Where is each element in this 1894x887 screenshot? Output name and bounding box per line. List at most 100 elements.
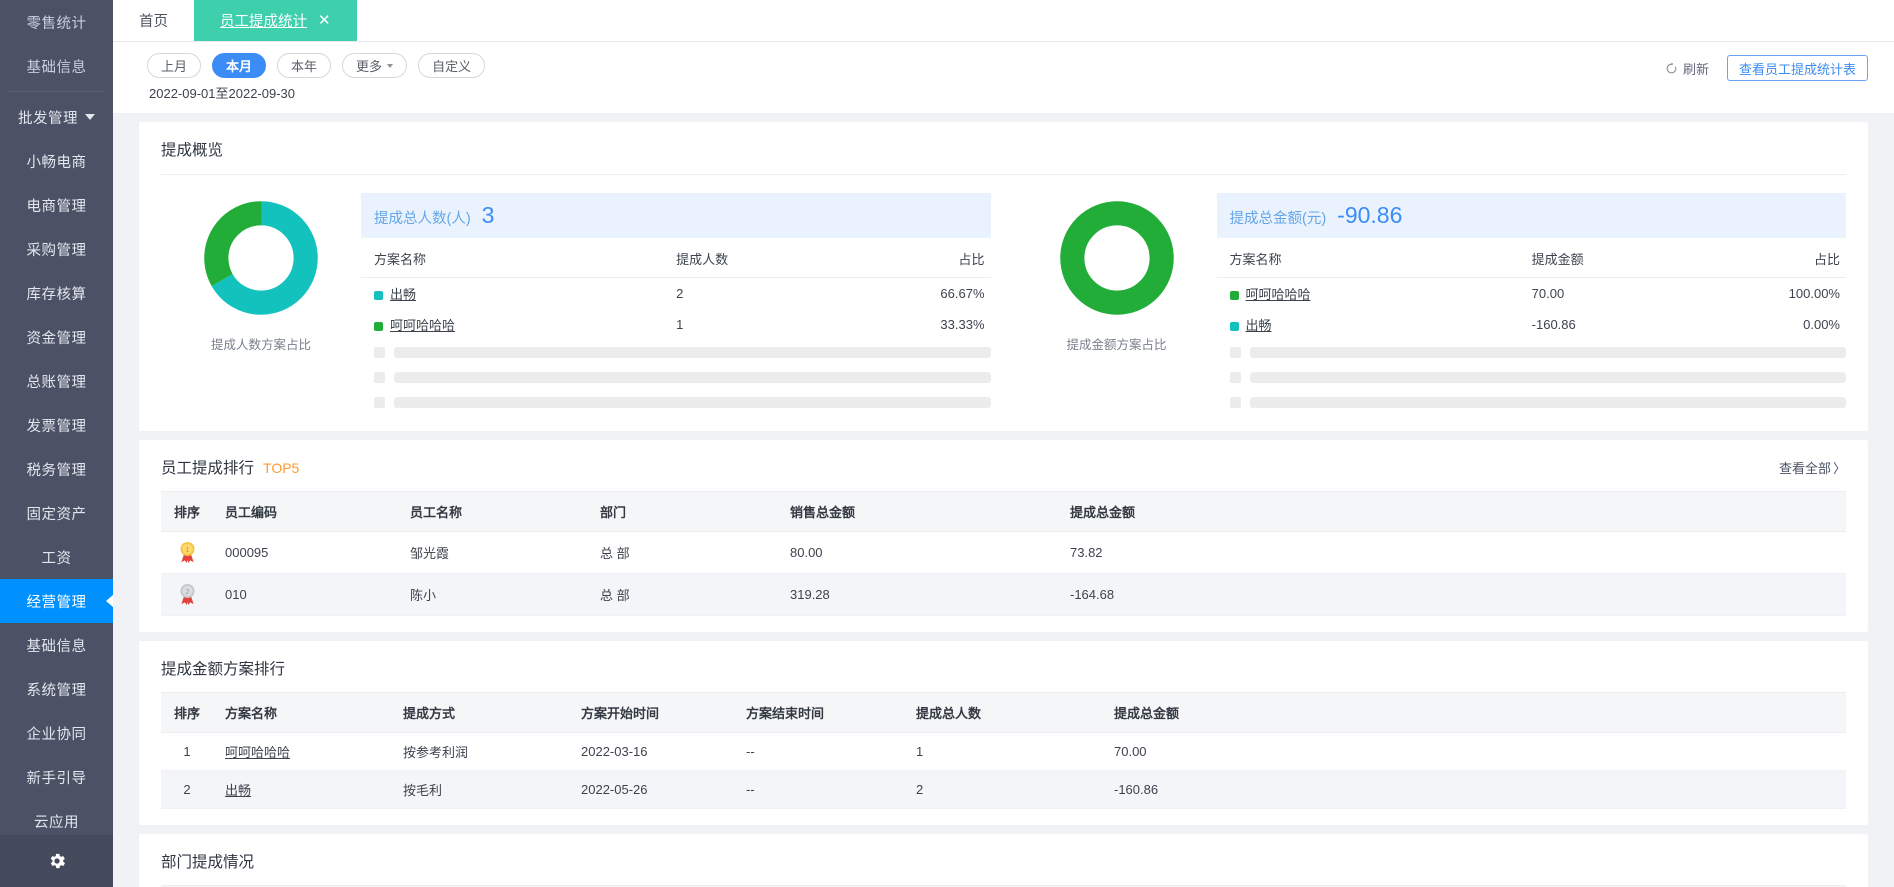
table-row: 1 000095 邹光霞 总 部 80.00 73.82 (161, 531, 1846, 574)
table-header-row: 序号 部门名称 提成方式 方案开始时间 方案结束时间 参与提成人数 提成总金额 (161, 885, 1846, 887)
table-row: 2 出畅 按毛利 2022-05-26 -- 2 -160.86 (161, 770, 1846, 809)
chip-this-month[interactable]: 本月 (212, 53, 267, 78)
cell-start-date: 2022-03-16 (569, 732, 734, 771)
sidebar-item-collaboration[interactable]: 企业协同 (0, 711, 113, 755)
table-header-row: 方案名称 提成金额 占比 (1216, 238, 1846, 278)
table-header-row: 方案名称 提成人数 占比 (361, 238, 991, 278)
skeleton-swatch (1229, 372, 1241, 383)
donut-people-wrap: 提成人数方案占比 (161, 193, 361, 353)
close-icon[interactable]: ✕ (318, 12, 331, 29)
department-title: 部门提成情况 (161, 854, 255, 871)
employee-rank-table: 排序 员工编码 员工名称 部门 销售总金额 提成总金额 (161, 491, 1846, 616)
sidebar-item-inventory[interactable]: 库存核算 (0, 271, 113, 315)
sidebar: 零售统计 基础信息 批发管理 小畅电商 电商管理 采购管理 库存核算 资金管理 … (0, 0, 113, 887)
skeleton-bar (1249, 372, 1846, 383)
sidebar-item-funds[interactable]: 资金管理 (0, 315, 113, 359)
legend-swatch-icon (1229, 291, 1239, 301)
sidebar-item-xiaochang-ecom[interactable]: 小畅电商 (0, 139, 113, 183)
chip-custom[interactable]: 自定义 (418, 53, 486, 78)
chip-label: 上月 (161, 59, 188, 74)
overview-people-label: 提成总人数(人) (374, 211, 471, 227)
overview-title-group: 提成概览 (161, 138, 223, 160)
view-commission-report-button[interactable]: 查看员工提成统计表 (1726, 55, 1868, 81)
sidebar-item-label: 税务管理 (26, 462, 87, 479)
col-participants: 参与提成人数 (904, 885, 1102, 887)
sidebar-item-label: 基础信息 (26, 59, 87, 76)
sidebar-settings-button[interactable] (0, 835, 113, 887)
sidebar-item-beginner-guide[interactable]: 新手引导 (0, 755, 113, 799)
chip-label: 本年 (291, 59, 318, 74)
department-table: 序号 部门名称 提成方式 方案开始时间 方案结束时间 参与提成人数 提成总金额 (161, 885, 1846, 887)
report-button-label: 查看员工提成统计表 (1738, 61, 1856, 77)
sidebar-item-basic-info[interactable]: 基础信息 (0, 623, 113, 667)
sidebar-item-label: 电商管理 (26, 198, 87, 215)
refresh-button[interactable]: 刷新 (1665, 59, 1709, 78)
cell-total-sales: 319.28 (778, 573, 1058, 616)
sidebar-item-purchase[interactable]: 采购管理 (0, 227, 113, 271)
sidebar-item-tax[interactable]: 税务管理 (0, 447, 113, 491)
table-row: 2 010 陈小 总 部 319.28 -164.68 (161, 573, 1846, 616)
department-title-row: 部门提成情况 (161, 850, 1846, 872)
chip-label: 自定义 (432, 59, 472, 74)
sidebar-item-system[interactable]: 系统管理 (0, 667, 113, 711)
svg-text:2: 2 (185, 589, 189, 596)
scheme-rank-title: 提成金额方案排行 (161, 661, 286, 678)
sidebar-item-fixed-assets[interactable]: 固定资产 (0, 491, 113, 535)
sidebar-item-wholesale[interactable]: 批发管理 (0, 95, 113, 139)
sidebar-item-retail-stats[interactable]: 零售统计 (0, 0, 113, 44)
sidebar-item-basic-info-top[interactable]: 基础信息 (0, 44, 113, 88)
chip-label: 更多 (356, 59, 383, 74)
table-header-row: 排序 员工编码 员工名称 部门 销售总金额 提成总金额 (161, 491, 1846, 532)
gear-icon (50, 853, 65, 869)
scheme-link[interactable]: 呵呵哈哈哈 (390, 318, 456, 333)
sidebar-item-general-ledger[interactable]: 总账管理 (0, 359, 113, 403)
scheme-link[interactable]: 呵呵哈哈哈 (225, 745, 291, 760)
sidebar-item-label: 采购管理 (26, 242, 87, 259)
cell-start-date: 2022-05-26 (569, 770, 734, 809)
overview-panels: 提成人数方案占比 提成总人数(人) 3 方案名称 (161, 193, 1846, 415)
scheme-link[interactable]: 出畅 (225, 783, 252, 798)
view-all-link[interactable]: 查看全部 〉 (1779, 458, 1846, 477)
scheme-link[interactable]: 出畅 (1245, 318, 1272, 333)
table-row: 呵呵哈哈哈 1 33.33% (361, 309, 991, 340)
tab-home[interactable]: 首页 (113, 0, 194, 41)
cell-total-amount: 70.00 (1102, 732, 1846, 771)
col-total-sales: 销售总金额 (778, 491, 1058, 532)
col-end-date: 方案结束时间 (734, 885, 904, 887)
col-department-name: 部门名称 (213, 885, 391, 887)
sidebar-item-ecommerce[interactable]: 电商管理 (0, 183, 113, 227)
medal-silver-icon: 2 (180, 584, 194, 605)
sidebar-item-label: 库存核算 (26, 286, 87, 303)
overview-amount-label: 提成总金额(元) (1229, 211, 1327, 227)
chip-more[interactable]: 更多 (342, 53, 408, 78)
sidebar-item-label: 新手引导 (26, 770, 87, 787)
col-people-count: 提成人数 (663, 238, 852, 278)
scheme-link[interactable]: 出畅 (390, 287, 417, 302)
col-department: 部门 (588, 491, 778, 532)
sidebar-item-operations[interactable]: 经营管理 (0, 579, 113, 623)
sidebar-item-label: 企业协同 (26, 726, 87, 743)
tab-employee-commission-stats[interactable]: 员工提成统计 ✕ (194, 0, 357, 41)
skeleton-row (361, 365, 991, 390)
col-end-date: 方案结束时间 (734, 692, 904, 733)
cell-rank: 2 (161, 573, 213, 616)
chip-last-month[interactable]: 上月 (147, 53, 202, 78)
sidebar-item-label: 小畅电商 (26, 154, 87, 171)
donut-amount-caption: 提成金额方案占比 (1066, 338, 1167, 352)
cell-scheme-name: 呵呵哈哈哈 (361, 309, 663, 340)
sidebar-item-cloud-apps[interactable]: 云应用 (0, 799, 113, 835)
page-title: 提成概览 (161, 142, 224, 159)
sidebar-item-salary[interactable]: 工资 (0, 535, 113, 579)
filter-bar: 上月 本月 本年 更多 自定义 2022-09-01至2022-09-30 (113, 42, 1894, 113)
sidebar-item-invoice[interactable]: 发票管理 (0, 403, 113, 447)
scheme-link[interactable]: 呵呵哈哈哈 (1245, 287, 1311, 302)
col-employee-code: 员工编码 (213, 491, 398, 532)
legend-swatch-icon (1229, 322, 1239, 332)
sidebar-divider (8, 91, 105, 92)
chevron-down-icon (85, 114, 95, 120)
employee-rank-card: 员工提成排行 TOP5 查看全部 〉 排序 员工编码 员工名称 (139, 440, 1868, 632)
commission-overview-card: 提成概览 提成人数方案占比 (139, 122, 1868, 431)
chip-this-year[interactable]: 本年 (277, 53, 332, 78)
overview-title-row: 提成概览 (161, 138, 1846, 160)
sidebar-items: 零售统计 基础信息 批发管理 小畅电商 电商管理 采购管理 库存核算 资金管理 … (0, 0, 113, 835)
